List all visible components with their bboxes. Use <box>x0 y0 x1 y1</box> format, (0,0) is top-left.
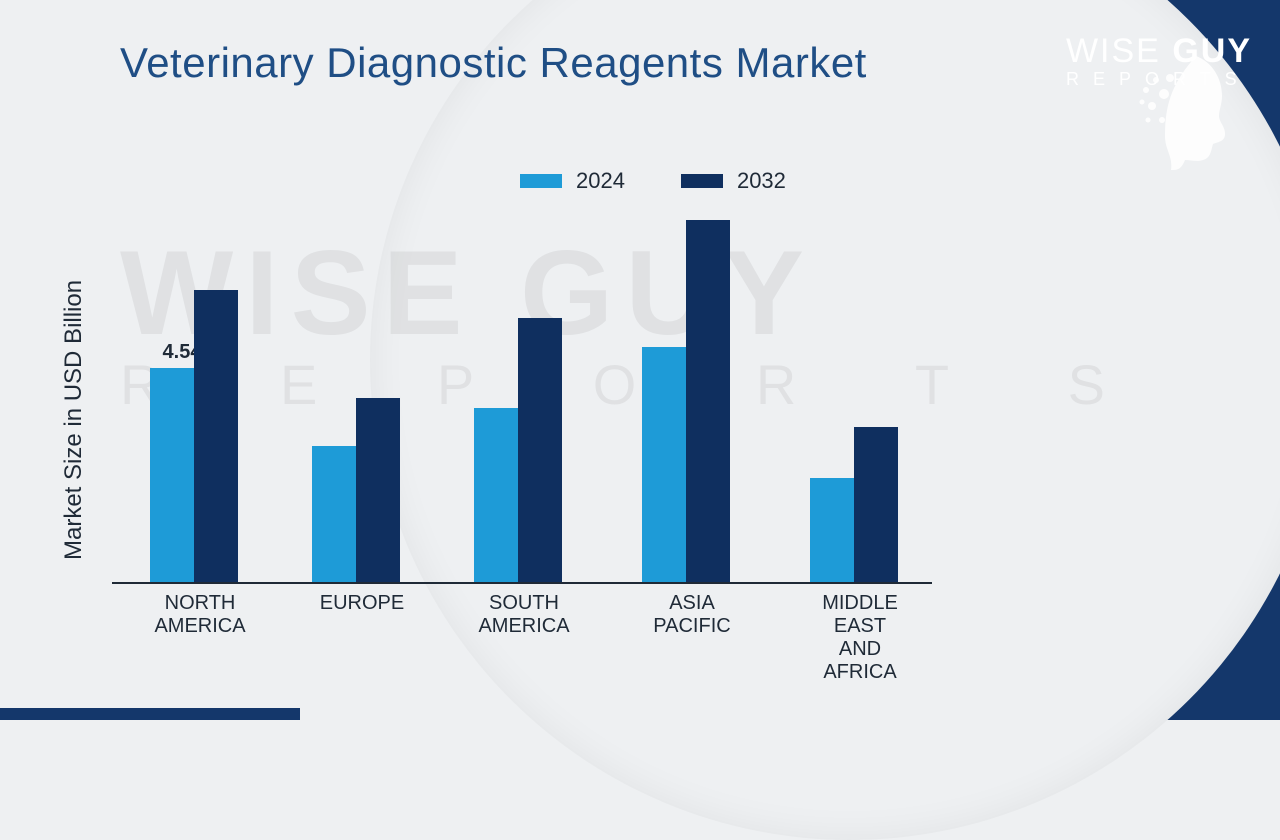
bar-2032 <box>686 220 730 582</box>
plot-area: 4.54NORTH AMERICAEUROPESOUTH AMERICAASIA… <box>112 198 932 584</box>
bar-2024: 4.54 <box>150 368 194 582</box>
legend-label-2024: 2024 <box>576 168 625 194</box>
head-icon <box>1134 50 1230 170</box>
legend: 2024 2032 <box>520 168 786 194</box>
bar-2032 <box>854 427 898 582</box>
category-label: EUROPE <box>320 584 404 615</box>
category-label: MIDDLE EAST AND AFRICA <box>822 584 898 684</box>
category-label: SOUTH AMERICA <box>478 584 569 638</box>
category-label: ASIA PACIFIC <box>653 584 730 638</box>
footer-accent-bar <box>0 708 300 720</box>
category-label: NORTH AMERICA <box>154 584 245 638</box>
bar-2024 <box>474 408 518 582</box>
bar-2024 <box>642 347 686 582</box>
legend-item-2032: 2032 <box>681 168 786 194</box>
legend-swatch-2024 <box>520 174 562 188</box>
brand-logo: WISE GUY REPORTS <box>1066 32 1252 90</box>
bar-2024 <box>810 478 854 582</box>
legend-label-2032: 2032 <box>737 168 786 194</box>
bar-2032 <box>194 290 238 582</box>
legend-swatch-2032 <box>681 174 723 188</box>
bar-2032 <box>518 318 562 582</box>
chart-stage: WISE GUYR E P O R T S Veterinary Diagnos… <box>0 0 1280 720</box>
y-axis-label: Market Size in USD Billion <box>60 280 88 560</box>
chart-title: Veterinary Diagnostic Reagents Market <box>120 38 867 88</box>
legend-item-2024: 2024 <box>520 168 625 194</box>
bar-2032 <box>356 398 400 582</box>
bar-2024 <box>312 446 356 583</box>
